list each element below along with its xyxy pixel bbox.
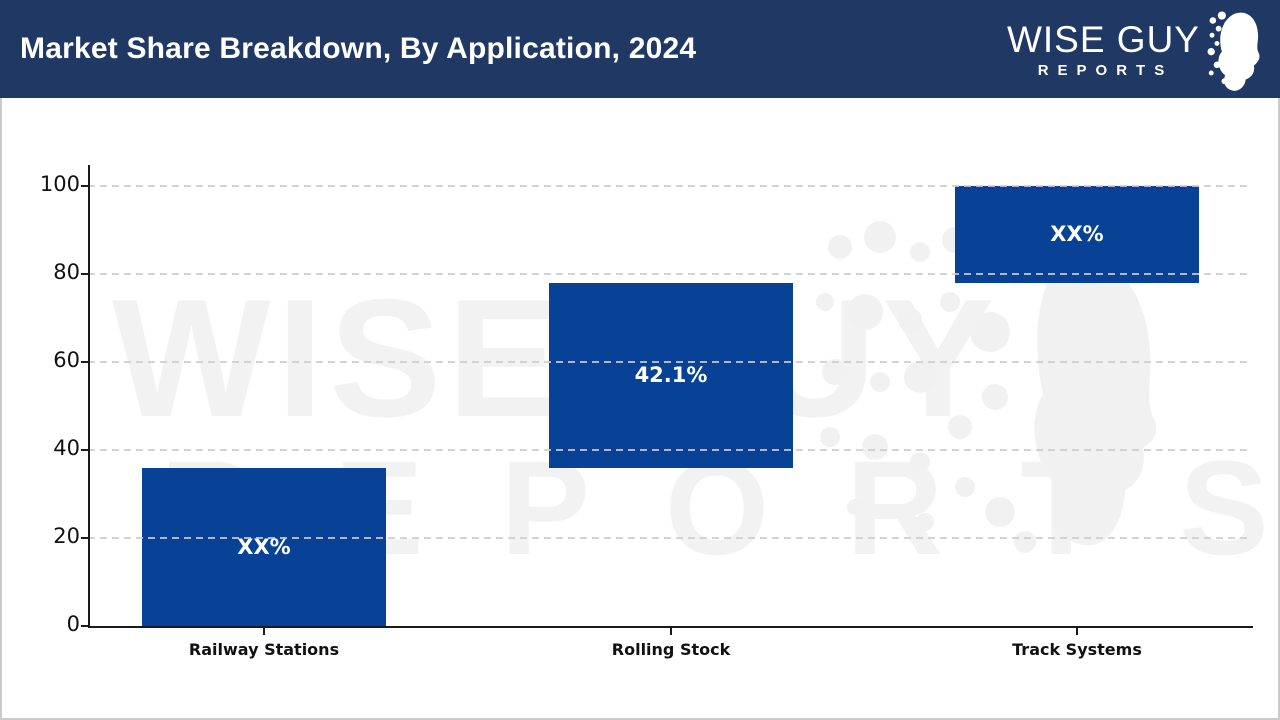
gridline-80 [88,273,1252,275]
x-axis-label-rolling-stock: Rolling Stock [611,640,731,659]
logo-subtitle: REPORTS [1037,61,1174,79]
x-axis-label-track-systems: Track Systems [1012,640,1142,659]
y-tick-40 [81,449,88,451]
header-bar: Market Share Breakdown, By Application, … [0,0,1280,98]
bar-rolling-stock: 42.1% [549,282,793,469]
y-tick-label-60: 60 [53,348,80,372]
y-tick-label-40: 40 [53,436,80,460]
chart-title: Market Share Breakdown, By Application, … [20,32,697,65]
x-axis-line [88,626,1253,628]
bar-value-label-track-systems: XX% [1050,222,1104,247]
gridline-40 [88,449,1252,451]
y-tick-20 [81,537,88,539]
logo-face-icon [1207,11,1260,91]
x-tick-track-systems [1076,627,1078,635]
y-tick-label-80: 80 [53,260,80,284]
gridline-20 [88,537,1252,539]
x-tick-railway-stations [263,627,265,635]
y-axis-line [88,165,90,628]
gridline-60 [88,361,1252,363]
y-tick-60 [81,361,88,363]
y-tick-label-0: 0 [66,612,80,636]
bar-track-systems: XX% [955,186,1199,283]
bar-value-label-rolling-stock: 42.1% [634,363,708,388]
logo-wordmark: WISE GUY [1006,19,1200,61]
y-tick-label-20: 20 [53,524,80,548]
y-tick-100 [81,185,88,187]
bar-value-label-railway-stations: XX% [237,535,291,559]
bar-railway-stations: XX% [142,468,386,626]
y-tick-0 [81,625,88,627]
x-axis-label-railway-stations: Railway Stations [188,640,340,659]
y-tick-80 [81,273,88,275]
watermark-face-icon [816,221,1157,553]
logo-text: WISE GUY REPORTS [1006,19,1200,79]
gridline-100 [88,185,1252,187]
x-tick-rolling-stock [670,627,672,635]
wise-guy-logo: WISE GUY REPORTS [1007,8,1266,92]
y-tick-label-100: 100 [39,172,80,196]
